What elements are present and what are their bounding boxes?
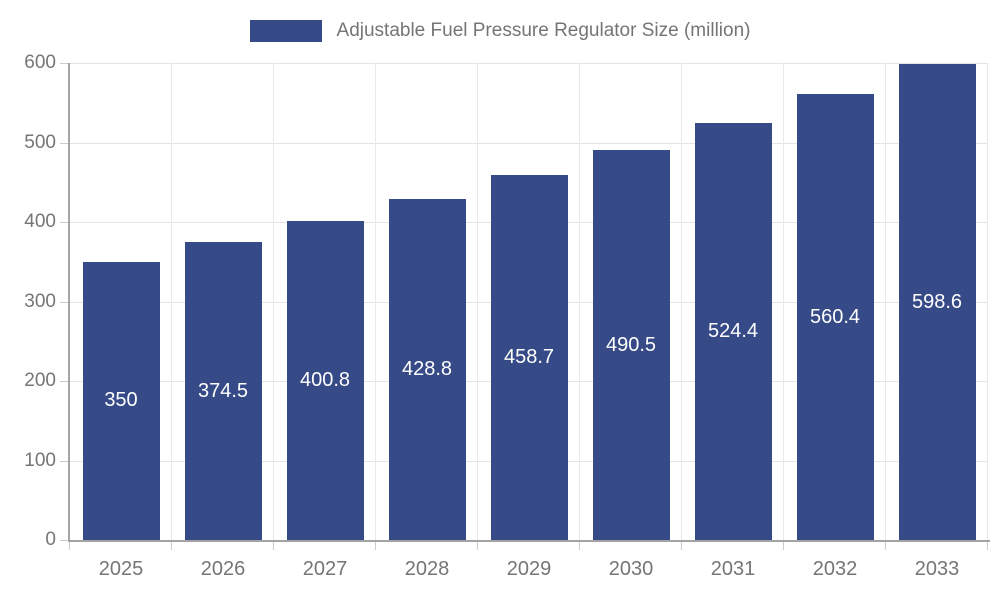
y-tick-label-0: 0 [45,529,56,550]
y-tick-mark-300 [60,301,68,303]
bar-value-label: 400.8 [299,369,351,392]
bar-value-label: 560.4 [809,305,861,328]
x-tick-mark-7 [783,542,784,550]
bar-2033: 598.6 [898,64,976,540]
x-tick-mark-3 [375,542,376,550]
bar-2032: 560.4 [796,94,874,540]
x-tick-label-2027: 2027 [302,558,348,580]
gridline-v-4 [477,63,478,540]
x-tick-mark-8 [885,542,886,550]
x-tick-mark-1 [171,542,172,550]
x-tick-label-2029: 2029 [506,558,552,580]
x-tick-mark-2 [273,542,274,550]
y-tick-label-400: 400 [24,211,56,232]
y-tick-mark-500 [60,142,68,144]
y-tick-label-200: 200 [24,370,56,391]
bar-2025: 350 [82,261,160,540]
x-tick-label-2026: 2026 [200,558,246,580]
plot-area: 350 374.5 400.8 428.8 458.7 490.5 524.4 560.4 59… [70,63,988,540]
gridline-v-9 [987,63,988,540]
bar-value-label: 524.4 [707,320,759,343]
gridline-v-7 [783,63,784,540]
gridline-h-600 [70,63,988,64]
bar-2027: 400.8 [286,221,364,540]
x-tick-mark-6 [681,542,682,550]
x-tick-mark-9 [987,542,988,550]
x-tick-mark-5 [579,542,580,550]
bar-2028: 428.8 [388,199,466,540]
gridline-v-1 [171,63,172,540]
gridline-v-5 [579,63,580,540]
y-tick-mark-0 [60,540,68,541]
x-tick-label-2031: 2031 [710,558,756,580]
bar-value-label: 458.7 [503,346,555,369]
y-tick-mark-100 [60,460,68,462]
x-axis-line [68,540,990,542]
bar-value-label: 374.5 [197,379,249,402]
bar-2030: 490.5 [592,150,670,540]
y-tick-mark-400 [60,222,68,223]
bar-value-label: 428.8 [401,358,453,381]
x-tick-label-2028: 2028 [404,558,450,580]
gridline-v-2 [273,63,274,540]
legend[interactable]: Adjustable Fuel Pressure Regulator Size … [0,19,1000,43]
gridline-v-6 [681,63,682,540]
y-tick-label-600: 600 [24,52,56,73]
x-tick-label-2032: 2032 [812,558,858,580]
x-tick-mark-4 [477,542,478,550]
x-tick-mark-0 [69,542,70,550]
x-tick-label-2025: 2025 [98,558,144,580]
bar-value-label: 350 [104,389,138,412]
bar-2031: 524.4 [694,123,772,540]
bar-value-label: 598.6 [911,290,963,313]
y-tick-mark-600 [60,63,68,64]
legend-swatch [249,20,322,42]
y-tick-label-500: 500 [24,131,56,153]
y-tick-mark-200 [60,381,68,382]
gridline-v-8 [885,63,886,540]
y-tick-label-300: 300 [24,290,56,312]
x-tick-label-2030: 2030 [608,558,654,580]
gridline-h-500 [70,142,988,144]
legend-label: Adjustable Fuel Pressure Regulator Size … [336,20,751,41]
bar-value-label: 490.5 [605,333,657,356]
x-tick-label-2033: 2033 [914,558,960,580]
bar-2029: 458.7 [490,175,568,540]
bar-2026: 374.5 [184,242,262,540]
gridline-v-3 [375,63,376,540]
y-tick-label-100: 100 [24,449,56,471]
y-axis-line [68,63,70,542]
